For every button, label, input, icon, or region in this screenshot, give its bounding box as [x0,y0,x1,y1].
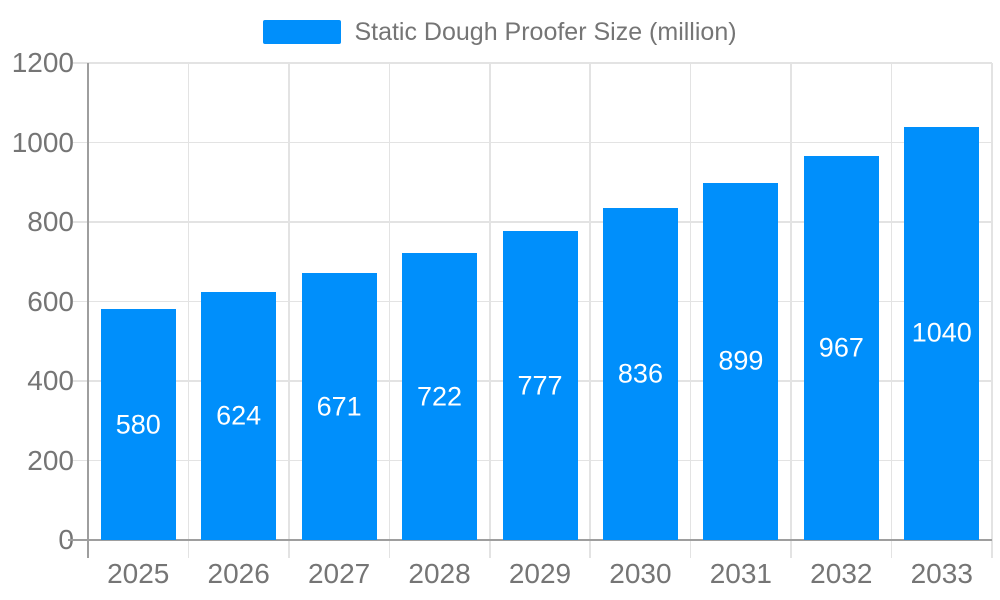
gridline-x [288,63,290,540]
x-tick-label: 2029 [508,558,572,589]
gridline-x [489,63,491,540]
y-axis-tick [73,221,88,223]
x-tick-label: 2033 [910,558,973,589]
gridline-y [88,141,992,144]
y-axis-tick [73,380,88,382]
bar-value-label: 777 [517,370,563,401]
x-axis-tick [790,540,792,558]
bar-value-label: 671 [316,391,362,422]
legend-swatch [263,20,342,44]
x-tick-label: 2025 [107,558,170,589]
bar-value-label: 967 [818,332,864,363]
legend-label: Static Dough Proofer Size (million) [354,17,737,46]
bar-value-label: 899 [718,345,764,376]
x-axis-line [68,539,992,541]
y-axis-tick [73,459,88,462]
bar[interactable]: 777 [502,231,578,540]
x-tick-label: 2026 [207,558,270,589]
gridline-y [88,221,992,223]
x-axis-tick [288,540,290,558]
gridline-y [88,62,992,64]
gridline-x [991,63,993,540]
bar[interactable]: 722 [402,253,478,540]
x-axis-tick [489,540,491,558]
bar[interactable]: 580 [100,309,176,540]
x-axis-tick [991,540,993,558]
bar[interactable]: 899 [703,182,779,540]
bar-value-label: 722 [417,381,463,411]
y-axis-tick [73,62,88,64]
gridline-x [589,63,591,540]
y-axis-tick [73,141,88,144]
x-axis-tick [589,540,591,558]
x-tick-label: 2031 [709,558,773,589]
x-tick-label: 2027 [307,558,371,589]
legend[interactable]: Static Dough Proofer Size (million) [0,16,1000,48]
x-axis-tick [388,540,391,558]
bar-value-label: 624 [216,400,262,431]
bar[interactable]: 624 [201,291,277,540]
gridline-x [790,63,792,540]
bar[interactable]: 671 [301,273,377,540]
y-axis-tick [73,300,88,303]
x-axis-tick [187,540,190,558]
bar[interactable]: 1040 [904,126,980,540]
gridline-x [890,63,893,540]
bar[interactable]: 836 [602,207,678,540]
gridline-x [388,63,391,540]
bar-value-label: 1040 [911,317,972,348]
bar[interactable]: 967 [803,155,879,540]
plot-area: 0 200 400 600 800 1000 1200 580 2025 624 2026 671 20… [12,49,993,589]
x-axis-tick [689,540,692,558]
bar-value-label: 836 [617,358,663,389]
x-tick-label: 2032 [810,558,873,589]
bar-value-label: 580 [115,409,161,440]
gridline-x [187,63,190,540]
gridline-x [689,63,692,540]
x-axis-tick [890,540,893,558]
x-tick-label: 2030 [609,558,672,589]
y-axis-line [87,63,89,558]
x-tick-label: 2028 [408,558,471,589]
